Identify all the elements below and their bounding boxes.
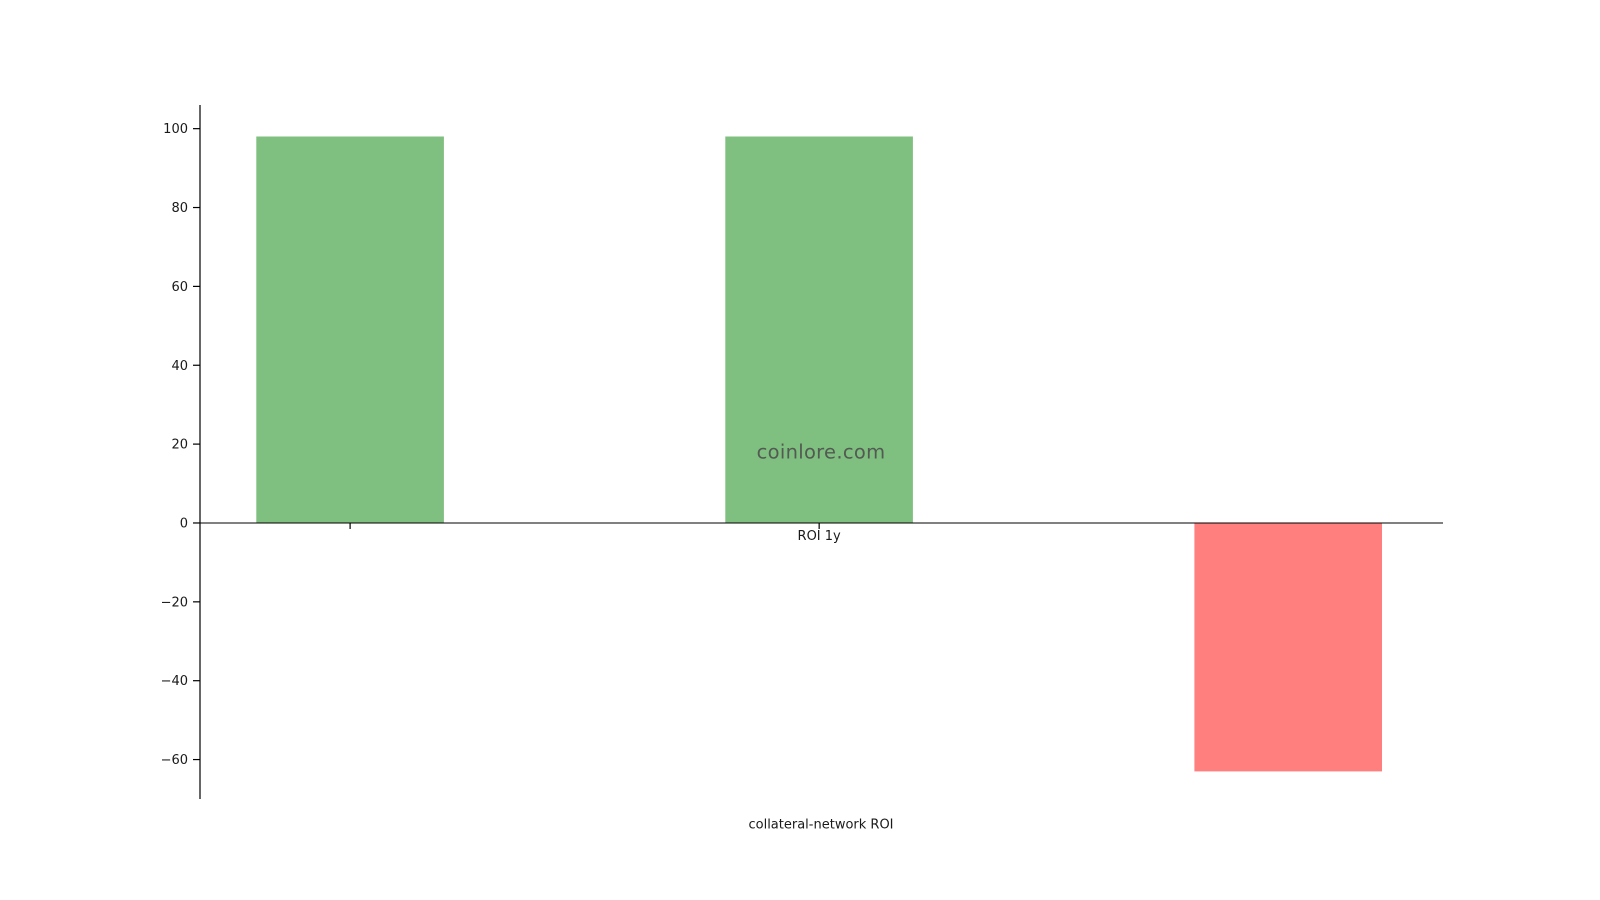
- y-tick-label: −60: [161, 753, 188, 768]
- y-tick-label: 40: [171, 359, 188, 374]
- y-tick-label: 20: [171, 438, 188, 453]
- y-tick-label: −20: [161, 595, 188, 610]
- y-tick-label: 0: [180, 516, 188, 531]
- watermark-text: coinlore.com: [756, 440, 886, 464]
- x-tick-label: ROI 1y: [798, 529, 842, 544]
- y-tick-label: −40: [161, 674, 188, 689]
- bar-0: [256, 136, 444, 523]
- chart-xlabel: collateral-network ROI: [748, 817, 894, 833]
- bar-2: [1194, 523, 1382, 772]
- bar-1: [725, 136, 913, 523]
- y-tick-label: 100: [163, 122, 188, 137]
- y-tick-label: 60: [171, 280, 188, 295]
- y-tick-label: 80: [171, 201, 188, 216]
